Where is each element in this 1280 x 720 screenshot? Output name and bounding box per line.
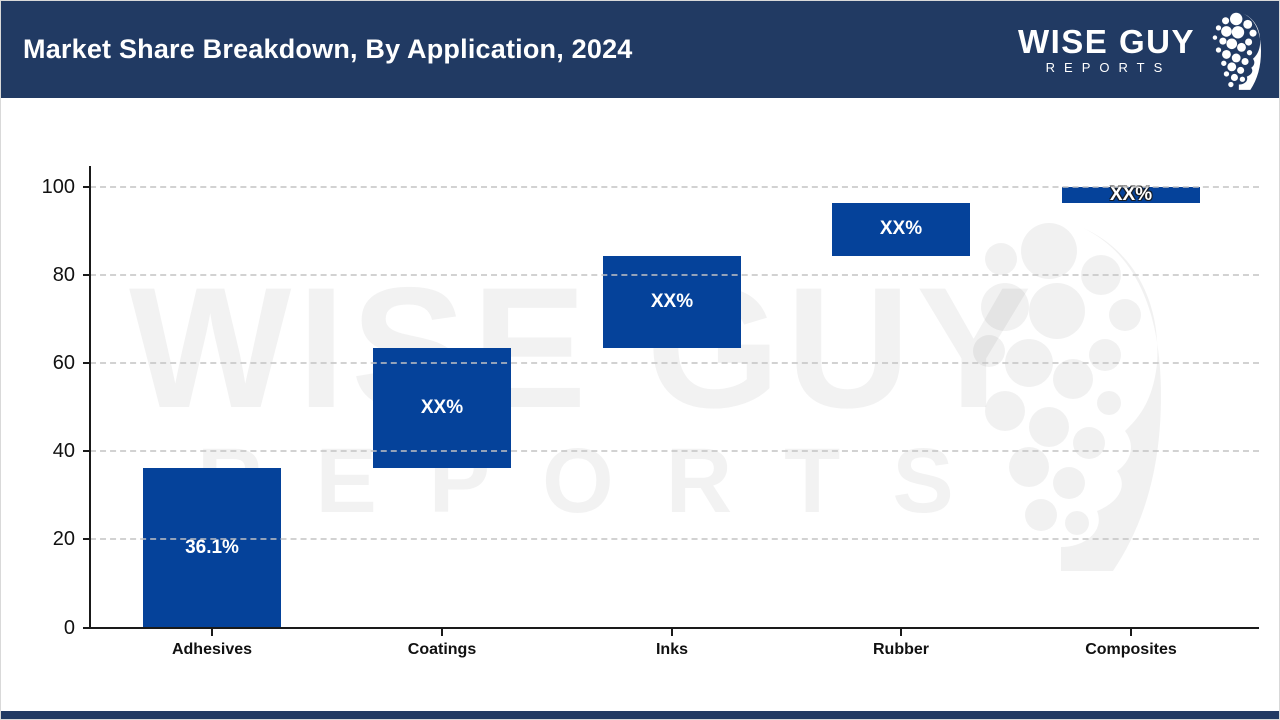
logo-text: WISE GUY REPORTS [1018,25,1195,74]
gridline-20 [90,538,1259,541]
x-tick-rubber [900,628,902,636]
bar-inks: XX% [603,256,741,348]
gridline-40 [90,450,1259,453]
logo-line1: WISE GUY [1017,23,1195,60]
dotted-head-icon [1212,12,1261,90]
y-axis-line [89,166,91,628]
plot-area: 0 20 40 60 80 100 36.1% Adhesives XX% Coatings XX%… [1,98,1279,713]
x-axis-line [85,627,1259,629]
gridline-80 [90,274,1259,277]
bar-label-inks: XX% [650,290,694,312]
wiseguy-logo: WISE GUY REPORTS [1018,10,1279,90]
category-label-rubber: Rubber [873,640,929,658]
x-tick-adhesives [211,628,213,636]
y-tick-40 [83,450,90,453]
y-tick-label-60: 60 [52,352,75,375]
y-tick-60 [83,362,90,365]
gridline-100 [90,186,1259,188]
x-tick-inks [671,628,673,636]
bar-composites: XX% [1062,183,1200,205]
y-tick-label-40: 40 [52,440,75,463]
y-tick-100 [83,186,90,188]
y-tick-20 [83,538,90,541]
gridline-60 [90,362,1259,365]
y-tick-80 [83,274,90,277]
y-tick-label-100: 100 [41,176,75,198]
bar-rubber: XX% [832,202,970,257]
header-band: Market Share Breakdown, By Application, … [1,1,1279,98]
bar-label-composites: XX% [1109,183,1153,205]
y-tick-label-20: 20 [52,528,75,551]
category-label-composites: Composites [1085,640,1177,658]
bar-label-rubber: XX% [879,218,923,240]
category-label-coatings: Coatings [407,640,477,658]
bar-label-coatings: XX% [420,397,464,419]
y-tick-label-0: 0 [63,616,75,639]
page-title: Market Share Breakdown, By Application, … [23,34,633,64]
watermark-line2: REPORTS [197,430,1006,532]
bar-adhesives: 36.1% [143,468,281,628]
category-label-inks: Inks [655,640,688,658]
category-label-adhesives: Adhesives [171,640,253,658]
watermark-line1: WISE GUY [129,252,1038,444]
logo-line2: REPORTS [1045,60,1172,75]
watermark-head-icon [973,223,1161,571]
x-tick-composites [1130,628,1132,636]
bar-label-adhesives: 36.1% [185,536,239,558]
y-tick-label-80: 80 [52,264,75,287]
x-tick-coatings [441,628,443,636]
footer-band [1,711,1279,719]
y-tick-0 [83,626,90,629]
bar-coatings: XX% [373,347,511,469]
